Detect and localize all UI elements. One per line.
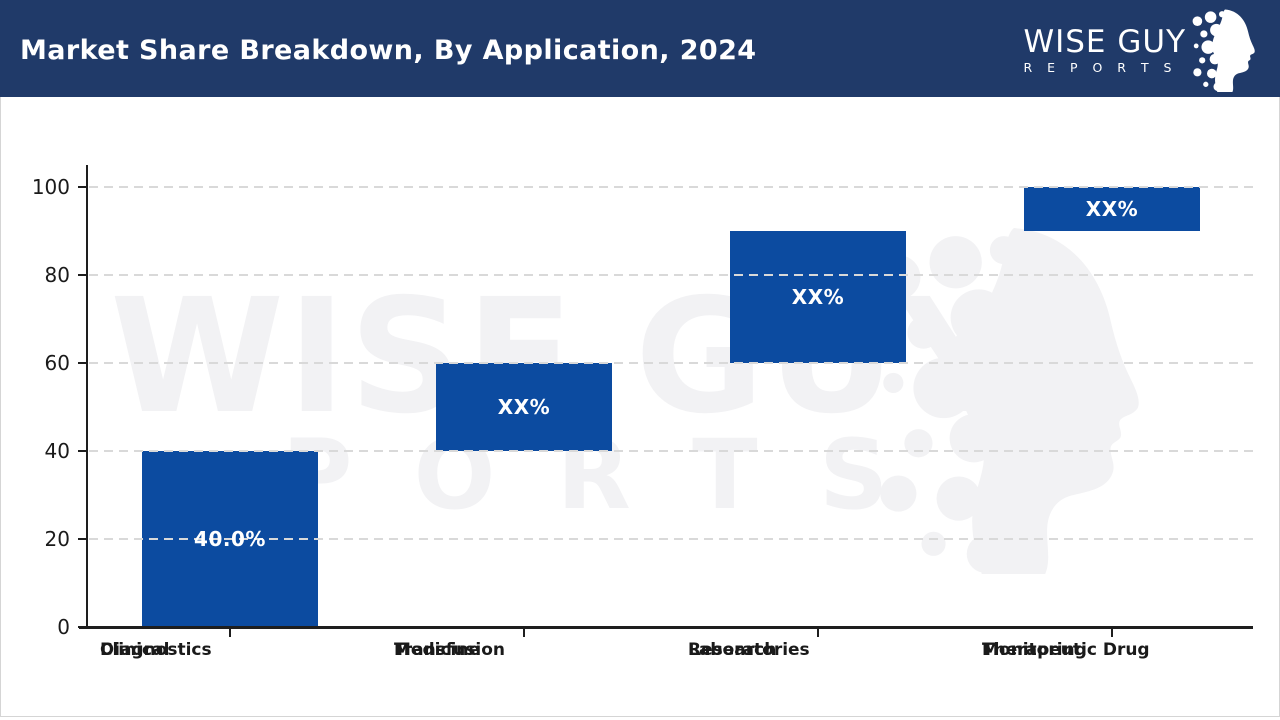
y-tick-label: 80 xyxy=(44,263,70,287)
bar-value-label: XX% xyxy=(497,395,551,419)
gridline xyxy=(89,186,1253,188)
bar-value-label: XX% xyxy=(791,285,845,309)
logo-head-icon xyxy=(1192,8,1255,92)
y-tick-mark xyxy=(78,626,86,628)
x-category-line: Medicine xyxy=(394,640,480,660)
y-tick-label: 40 xyxy=(44,439,70,463)
page-title: Market Share Breakdown, By Application, … xyxy=(20,35,757,66)
y-tick-mark xyxy=(78,186,86,188)
header: Market Share Breakdown, By Application, … xyxy=(0,0,1280,97)
y-tick-mark xyxy=(78,362,86,364)
gridline xyxy=(89,450,1253,452)
bar-value-label: 40.0% xyxy=(194,527,266,551)
x-tick-mark xyxy=(229,629,231,637)
bar-segment xyxy=(436,363,612,451)
gridline xyxy=(89,538,1253,540)
x-tick-mark xyxy=(1111,629,1113,637)
y-tick-label: 0 xyxy=(57,615,70,639)
logo-subtext: R E P O R T S xyxy=(1023,59,1177,75)
x-category-line: Therapeutic Drug xyxy=(982,640,1150,660)
y-tick-label: 60 xyxy=(44,351,70,375)
panel-border-bottom xyxy=(0,716,1280,717)
wise-guy-logo: WISE GUY R E P O R T S xyxy=(1023,6,1262,92)
gridline xyxy=(89,362,1253,364)
x-category-line: Transfusion xyxy=(394,640,506,660)
bar-segment xyxy=(730,231,906,363)
x-category-line: Diagnostics xyxy=(100,640,212,660)
y-tick-label: 100 xyxy=(31,175,70,199)
x-category-line: Clinical xyxy=(100,640,170,660)
x-tick-mark xyxy=(523,629,525,637)
gridline xyxy=(89,274,1253,276)
y-tick-mark xyxy=(78,450,86,452)
logo-text: WISE GUY R E P O R T S xyxy=(1023,25,1186,75)
x-category-line: Laboratories xyxy=(688,640,810,660)
y-tick-label: 20 xyxy=(44,527,70,551)
x-tick-mark xyxy=(817,629,819,637)
x-category-line: Monitoring xyxy=(982,640,1087,660)
y-tick-mark xyxy=(78,538,86,540)
x-category-line: Research xyxy=(688,640,777,660)
y-tick-mark xyxy=(78,274,86,276)
x-axis xyxy=(79,626,1253,629)
logo-wordmark: WISE GUY xyxy=(1023,23,1186,60)
bar-segment xyxy=(1024,187,1200,231)
panel-border-left xyxy=(0,97,1,717)
bar-value-label: XX% xyxy=(1085,197,1139,221)
y-axis xyxy=(86,165,88,629)
